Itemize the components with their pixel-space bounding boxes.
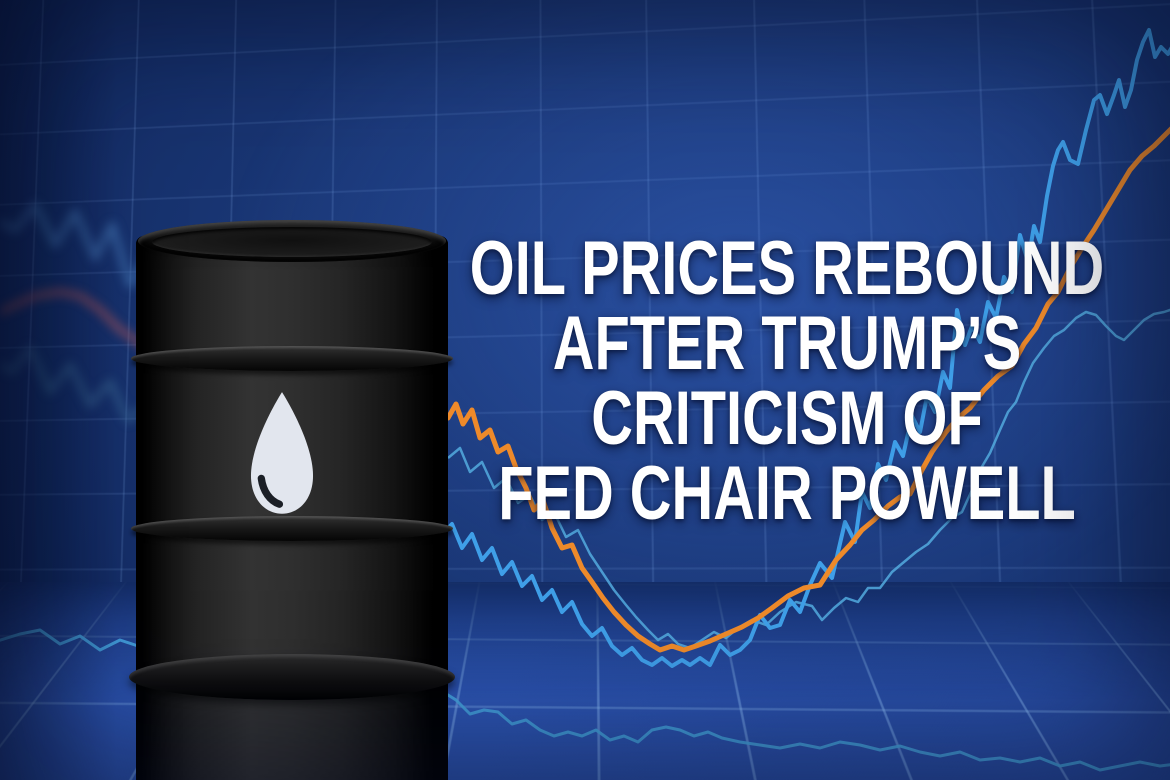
oil-drop-icon [250, 392, 314, 514]
bright-blue-price-line [440, 28, 1170, 668]
headline-line-2: AFTER TRUMP’S [552, 301, 1022, 386]
barrel-bottom-rim [129, 654, 455, 700]
barrel-lid [138, 220, 446, 262]
light-blue-price-line [447, 308, 1170, 650]
headline-line-3: CRITICISM OF [591, 376, 983, 461]
headline: OIL PRICES REBOUND AFTER TRUMP’S CRITICI… [430, 226, 1144, 536]
barrel-hoop-bottom [131, 516, 453, 541]
headline-line-1: OIL PRICES REBOUND [469, 226, 1105, 311]
headline-line-4: FED CHAIR POWELL [498, 451, 1076, 536]
blurred-red-line [0, 288, 159, 359]
blurred-blue-line-2 [0, 345, 151, 423]
barrel-hoop-top [131, 346, 453, 371]
oil-barrel [129, 220, 455, 780]
barrel-lid-inner [152, 227, 432, 257]
orange-price-line [445, 126, 1170, 653]
